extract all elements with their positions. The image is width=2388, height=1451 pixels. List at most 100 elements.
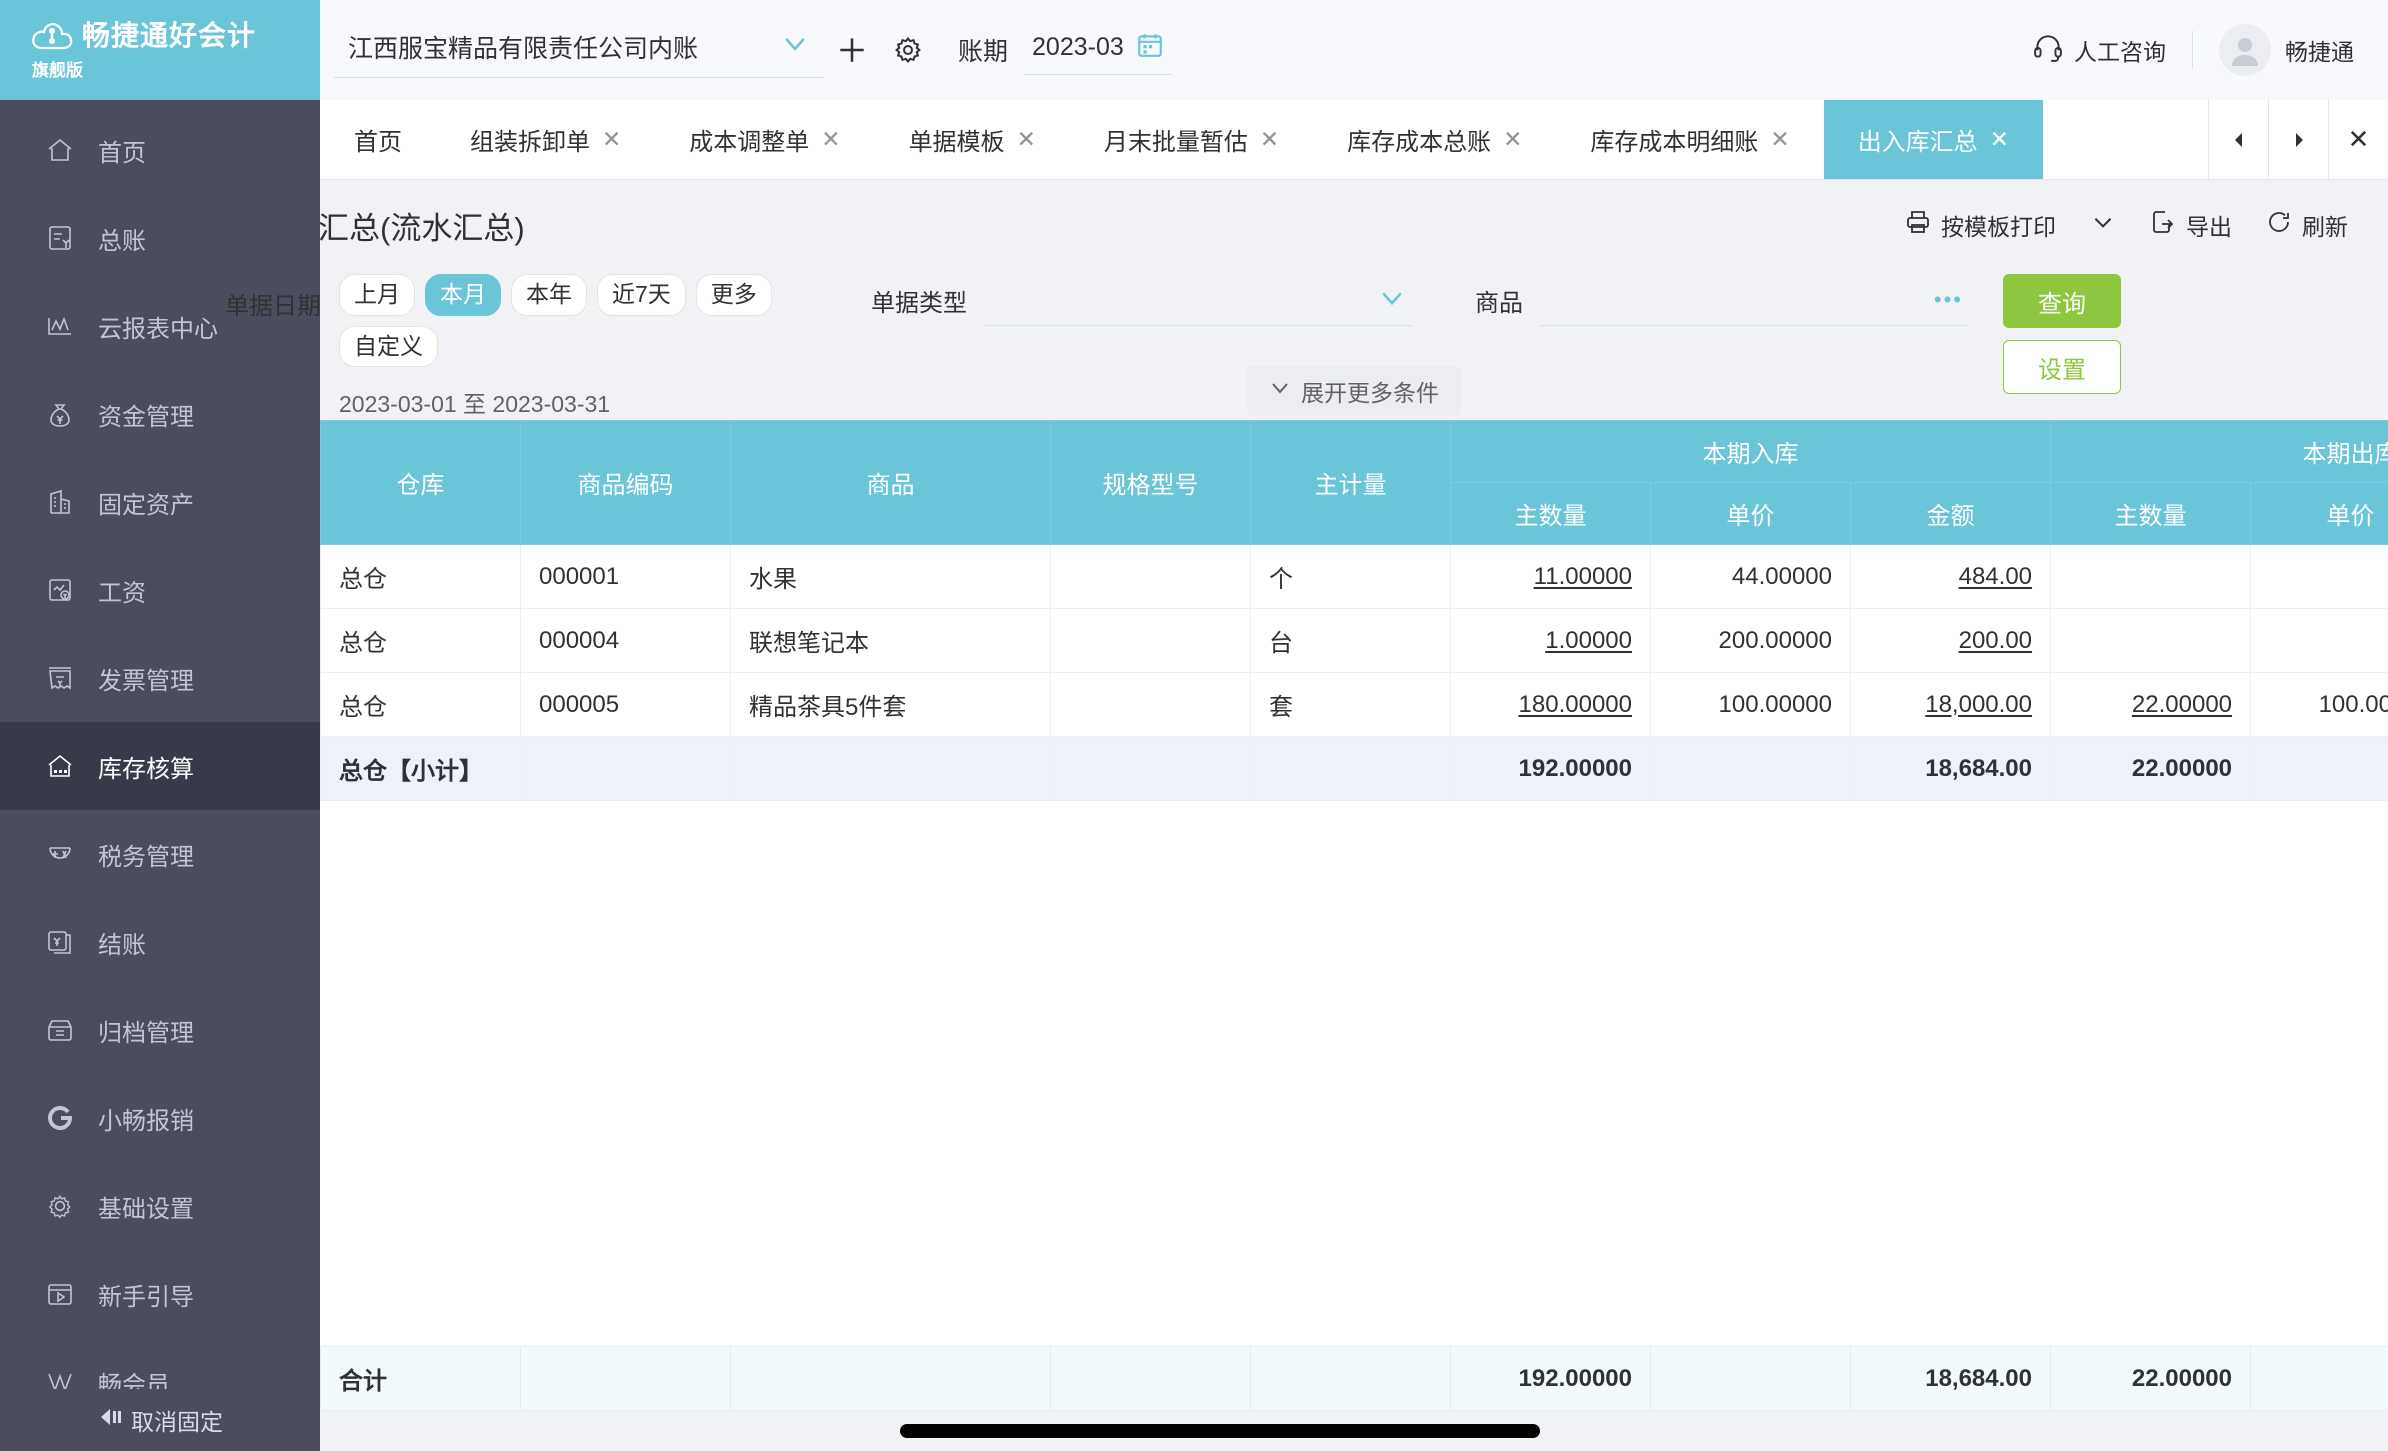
sidebar-item-cloud-report[interactable]: 云报表中心 xyxy=(0,282,320,370)
tab-scroll-left-button[interactable] xyxy=(2208,100,2268,179)
doc-type-select[interactable] xyxy=(983,274,1413,326)
table-row[interactable]: 总仓 000001 水果 个 11.00000 44.00000 484.00 xyxy=(320,544,2388,609)
close-icon[interactable]: ✕ xyxy=(1503,126,1523,152)
sidebar-item-funds[interactable]: 资金管理 xyxy=(0,370,320,458)
tab-home[interactable]: 首页 xyxy=(320,100,436,179)
tab-label: 成本调整单 xyxy=(689,129,810,156)
period-picker[interactable]: 2023-03 xyxy=(1024,25,1172,75)
col-inbound-qty[interactable]: 主数量 xyxy=(1450,482,1651,545)
col-warehouse[interactable]: 仓库 xyxy=(320,420,521,545)
filter-actions: 查询 设置 xyxy=(2003,274,2121,394)
horizontal-scrollbar-thumb[interactable] xyxy=(900,1424,1540,1438)
sidebar-item-home[interactable]: 首页 xyxy=(0,106,320,194)
cell-product-code: 000005 xyxy=(520,672,731,737)
close-icon[interactable]: ✕ xyxy=(1770,126,1790,152)
print-template-button[interactable]: 按模板打印 xyxy=(1905,208,2056,242)
close-icon[interactable]: ✕ xyxy=(1016,126,1036,152)
col-outbound-qty[interactable]: 主数量 xyxy=(2050,482,2252,545)
tab-label: 首页 xyxy=(354,129,402,156)
date-chip-group: 上月 本月 本年 近7天 更多 自定义 2023-03-01 至 2023-03… xyxy=(339,274,809,419)
sidebar-item-label: 工资 xyxy=(98,579,146,607)
settings-gear-button[interactable] xyxy=(880,22,936,78)
settings-button[interactable]: 设置 xyxy=(2003,340,2121,394)
print-dropdown-button[interactable] xyxy=(2090,209,2116,241)
sidebar-item-expense[interactable]: 小畅报销 xyxy=(0,1074,320,1162)
sidebar-item-payroll[interactable]: 工资 xyxy=(0,546,320,634)
table-scroll-area[interactable]: 仓库 商品编码 商品 规格型号 主计量 本期入库 本期出库 主数量 单价 xyxy=(320,420,2388,1346)
product-input[interactable]: ••• xyxy=(1539,274,1969,326)
sidebar-item-ledger[interactable]: 总账 xyxy=(0,194,320,282)
table-row[interactable]: 总仓 000004 联想笔记本 台 1.00000 200.00000 200.… xyxy=(320,608,2388,673)
search-button[interactable]: 查询 xyxy=(2003,274,2121,328)
cell-empty xyxy=(520,736,731,801)
collapse-arrow-icon xyxy=(97,1406,125,1434)
product-filter: 商品 ••• xyxy=(1475,274,1969,326)
col-outbound-price[interactable]: 单价 xyxy=(2250,482,2388,545)
expand-more-conditions-button[interactable]: 展开更多条件 xyxy=(1247,366,1461,416)
refresh-button[interactable]: 刷新 xyxy=(2266,208,2348,242)
sidebar-item-closing[interactable]: 结账 xyxy=(0,898,320,986)
sidebar-item-archive[interactable]: 归档管理 xyxy=(0,986,320,1074)
cell-inbound-qty[interactable]: 11.00000 xyxy=(1450,544,1651,609)
user-menu[interactable]: 畅捷通 xyxy=(2219,24,2354,76)
sidebar-item-basic-settings[interactable]: 基础设置 xyxy=(0,1162,320,1250)
tab-close-all-button[interactable]: ✕ xyxy=(2328,100,2388,179)
brand-name: 畅捷通好会计 xyxy=(82,20,257,51)
close-icon[interactable]: ✕ xyxy=(1989,126,2009,152)
col-group-outbound: 本期出库 xyxy=(2050,420,2388,483)
sidebar-item-inventory-accounting[interactable]: 库存核算 xyxy=(0,722,320,810)
tab-scroll-right-button[interactable] xyxy=(2268,100,2328,179)
close-icon[interactable]: ✕ xyxy=(602,126,622,152)
more-options-icon[interactable]: ••• xyxy=(1933,286,1963,312)
col-inbound-price[interactable]: 单价 xyxy=(1650,482,1851,545)
period-value: 2023-03 xyxy=(1032,33,1124,61)
tab-cost-adjustment[interactable]: 成本调整单 ✕ xyxy=(655,100,874,179)
top-bar: 江西服宝精品有限责任公司内账 账期 2023-03 xyxy=(320,0,2388,100)
tab-document-template[interactable]: 单据模板 ✕ xyxy=(875,100,1070,179)
chip-last-month[interactable]: 上月 xyxy=(339,274,415,316)
support-button[interactable]: 人工咨询 xyxy=(2032,31,2166,69)
col-spec[interactable]: 规格型号 xyxy=(1050,420,1251,545)
company-selector[interactable]: 江西服宝精品有限责任公司内账 xyxy=(334,23,824,78)
horizontal-scrollbar[interactable] xyxy=(320,1411,2388,1451)
cell-inbound-amount[interactable]: 484.00 xyxy=(1849,544,2052,609)
sidebar-item-fixed-assets[interactable]: 固定资产 xyxy=(0,458,320,546)
cell-inbound-amount[interactable]: 18,000.00 xyxy=(1849,672,2052,737)
cell-empty xyxy=(1050,736,1251,801)
col-inbound-amount[interactable]: 金额 xyxy=(1849,482,2052,545)
sidebar-collapse-toggle[interactable]: 取消固定 xyxy=(0,1389,320,1451)
cell-warehouse: 总仓 xyxy=(320,608,521,673)
tab-inventory-cost-detail[interactable]: 库存成本明细账 ✕ xyxy=(1556,100,1823,179)
add-account-button[interactable] xyxy=(824,22,880,78)
cell-warehouse: 总仓 xyxy=(320,672,521,737)
col-unit[interactable]: 主计量 xyxy=(1250,420,1451,545)
chevron-down-icon xyxy=(780,29,810,65)
chip-this-year[interactable]: 本年 xyxy=(511,274,587,316)
close-icon[interactable]: ✕ xyxy=(821,126,841,152)
cell-outbound-qty[interactable]: 22.00000 xyxy=(2050,672,2252,737)
export-button[interactable]: 导出 xyxy=(2150,208,2232,242)
tab-label: 库存成本明细账 xyxy=(1590,129,1759,156)
table-row[interactable]: 总仓 000005 精品茶具5件套 套 180.00000 100.00000 … xyxy=(320,672,2388,737)
chevron-down-icon xyxy=(2090,209,2116,241)
chip-last-7-days[interactable]: 近7天 xyxy=(597,274,686,316)
tab-month-end-estimate[interactable]: 月末批量暂估 ✕ xyxy=(1070,100,1313,179)
col-product-code[interactable]: 商品编码 xyxy=(520,420,731,545)
filter-bar: 单据日期 上月 本月 本年 近7天 更多 自定义 2023-03-01 至 20… xyxy=(225,270,2388,420)
close-icon[interactable]: ✕ xyxy=(1259,126,1280,152)
cell-inbound-qty[interactable]: 1.00000 xyxy=(1450,608,1651,673)
sidebar-item-invoice[interactable]: 发票管理 xyxy=(0,634,320,722)
sidebar-item-label: 小畅报销 xyxy=(98,1107,194,1135)
tab-assembly-order[interactable]: 组装拆卸单 ✕ xyxy=(436,100,655,179)
sidebar: 畅捷通好会计 旗舰版 首页 总账 云报表中心 资金管理 xyxy=(0,0,320,1451)
cell-inbound-amount[interactable]: 200.00 xyxy=(1849,608,2052,673)
sidebar-item-guide[interactable]: 新手引导 xyxy=(0,1250,320,1338)
col-product[interactable]: 商品 xyxy=(730,420,1051,545)
chip-this-month[interactable]: 本月 xyxy=(425,274,501,316)
tab-inout-summary[interactable]: 出入库汇总 ✕ xyxy=(1823,100,2043,179)
chip-custom[interactable]: 自定义 xyxy=(339,325,438,368)
chip-more[interactable]: 更多 xyxy=(695,274,772,316)
cell-inbound-qty[interactable]: 180.00000 xyxy=(1450,672,1651,737)
tab-inventory-cost-ledger[interactable]: 库存成本总账 ✕ xyxy=(1313,100,1556,179)
sidebar-item-tax[interactable]: 税务管理 xyxy=(0,810,320,898)
